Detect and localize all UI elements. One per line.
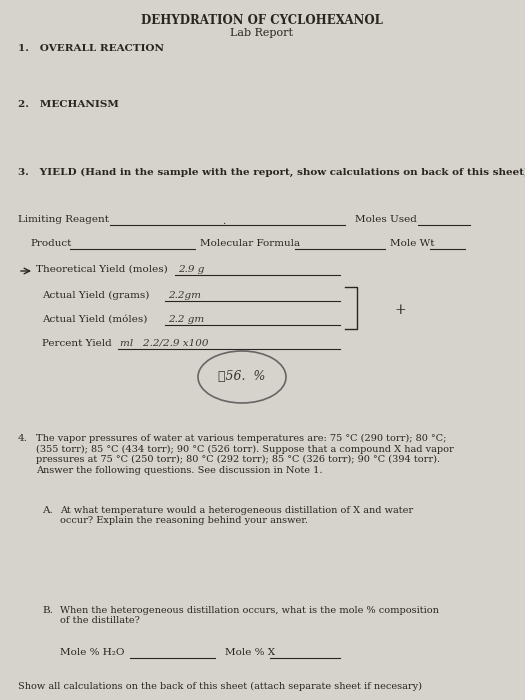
Text: When the heterogeneous distillation occurs, what is the mole % composition
of th: When the heterogeneous distillation occu… [60, 606, 439, 625]
Text: The vapor pressures of water at various temperatures are: 75 °C (290 torr); 80 °: The vapor pressures of water at various … [36, 434, 454, 475]
Text: Mole Wt: Mole Wt [390, 239, 435, 248]
Text: Show all calculations on the back of this sheet (attach separate sheet if necesa: Show all calculations on the back of thi… [18, 682, 422, 691]
Text: Mole % H₂O: Mole % H₂O [60, 648, 124, 657]
Text: 3.   YIELD (Hand in the sample with the report, show calculations on back of thi: 3. YIELD (Hand in the sample with the re… [18, 168, 525, 177]
Text: +: + [394, 303, 406, 317]
Text: Moles Used: Moles Used [355, 215, 417, 224]
Text: ml   2.2/2.9 x100: ml 2.2/2.9 x100 [120, 339, 208, 348]
Text: B.: B. [42, 606, 53, 615]
Text: Percent Yield: Percent Yield [42, 339, 112, 348]
Text: ➓56.  %: ➓56. % [218, 370, 266, 384]
Text: Molecular Formula: Molecular Formula [200, 239, 300, 248]
Text: Actual Yield (móles): Actual Yield (móles) [42, 315, 148, 324]
Text: .: . [222, 217, 225, 226]
Text: Actual Yield (grams): Actual Yield (grams) [42, 291, 150, 300]
Text: 4.: 4. [18, 434, 28, 443]
Text: 2.9 g: 2.9 g [178, 265, 204, 274]
Text: 2.   MECHANISM: 2. MECHANISM [18, 100, 119, 109]
Text: Lab Report: Lab Report [230, 28, 293, 38]
Text: DEHYDRATION OF CYCLOHEXANOL: DEHYDRATION OF CYCLOHEXANOL [141, 14, 383, 27]
Text: 2.2 gm: 2.2 gm [168, 315, 204, 324]
Text: 1.   OVERALL REACTION: 1. OVERALL REACTION [18, 44, 164, 53]
Text: Product: Product [30, 239, 71, 248]
Text: Mole % X: Mole % X [225, 648, 275, 657]
Text: Theoretical Yield (moles): Theoretical Yield (moles) [36, 265, 168, 274]
Text: At what temperature would a heterogeneous distillation of X and water
occur? Exp: At what temperature would a heterogeneou… [60, 506, 413, 526]
Text: Limiting Reagent: Limiting Reagent [18, 215, 109, 224]
Text: 2.2gm: 2.2gm [168, 291, 201, 300]
Text: A.: A. [42, 506, 52, 515]
